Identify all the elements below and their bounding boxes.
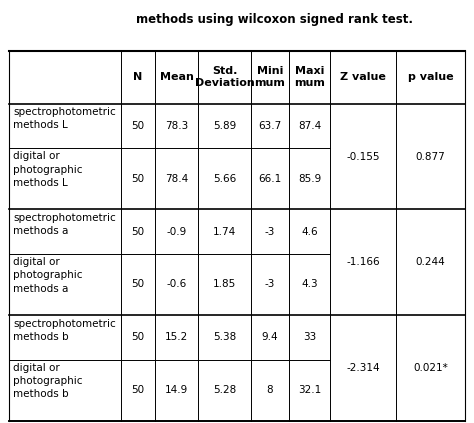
Text: 85.9: 85.9 (298, 174, 321, 184)
Text: 50: 50 (131, 174, 145, 184)
Text: methods using wilcoxon signed rank test.: methods using wilcoxon signed rank test. (137, 13, 413, 26)
Text: 50: 50 (131, 280, 145, 289)
Text: 15.2: 15.2 (165, 332, 188, 342)
Text: 87.4: 87.4 (298, 121, 321, 131)
Text: -2.314: -2.314 (346, 363, 380, 373)
Text: 32.1: 32.1 (298, 385, 321, 395)
Text: 0.244: 0.244 (416, 257, 445, 267)
Text: -3: -3 (265, 227, 275, 236)
Text: 0.877: 0.877 (416, 151, 445, 162)
Text: Maxi
mum: Maxi mum (294, 66, 325, 88)
Text: 4.3: 4.3 (301, 280, 318, 289)
Text: -3: -3 (265, 280, 275, 289)
Text: Mini
mum: Mini mum (255, 66, 285, 88)
Text: 1.74: 1.74 (213, 227, 236, 236)
Text: 50: 50 (131, 332, 145, 342)
Text: 50: 50 (131, 227, 145, 236)
Text: p value: p value (408, 72, 453, 82)
Text: 50: 50 (131, 385, 145, 395)
Text: Std.
Deviation: Std. Deviation (195, 66, 255, 88)
Text: 50: 50 (131, 121, 145, 131)
Text: digital or
photographic
methods b: digital or photographic methods b (13, 363, 83, 399)
Text: -0.6: -0.6 (166, 280, 187, 289)
Text: 78.4: 78.4 (165, 174, 188, 184)
Text: 5.89: 5.89 (213, 121, 236, 131)
Text: 14.9: 14.9 (165, 385, 188, 395)
Text: 8: 8 (267, 385, 273, 395)
Text: digital or
photographic
methods L: digital or photographic methods L (13, 151, 83, 188)
Text: spectrophotometric
methods L: spectrophotometric methods L (13, 107, 116, 130)
Text: 1.85: 1.85 (213, 280, 236, 289)
Text: 63.7: 63.7 (258, 121, 282, 131)
Text: -0.155: -0.155 (346, 151, 380, 162)
Text: N: N (133, 72, 143, 82)
Text: -0.9: -0.9 (166, 227, 187, 236)
Text: 33: 33 (303, 332, 317, 342)
Text: 5.38: 5.38 (213, 332, 236, 342)
Text: spectrophotometric
methods b: spectrophotometric methods b (13, 319, 116, 342)
Text: 78.3: 78.3 (165, 121, 188, 131)
Text: Mean: Mean (160, 72, 194, 82)
Text: 9.4: 9.4 (262, 332, 278, 342)
Text: spectrophotometric
methods a: spectrophotometric methods a (13, 213, 116, 236)
Text: Z value: Z value (340, 72, 386, 82)
Text: 4.6: 4.6 (301, 227, 318, 236)
Text: 0.021*: 0.021* (413, 363, 448, 373)
Text: digital or
photographic
methods a: digital or photographic methods a (13, 257, 83, 294)
Text: 5.28: 5.28 (213, 385, 236, 395)
Text: 66.1: 66.1 (258, 174, 282, 184)
Text: -1.166: -1.166 (346, 257, 380, 267)
Text: 5.66: 5.66 (213, 174, 236, 184)
